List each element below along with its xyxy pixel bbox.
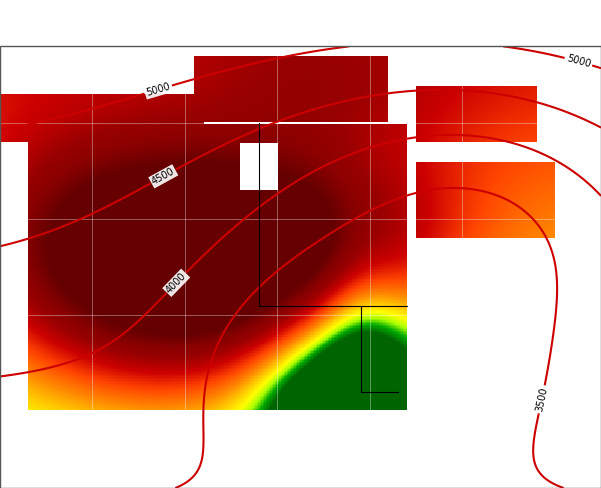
Text: 5000: 5000: [565, 54, 591, 70]
Text: 4500: 4500: [150, 166, 177, 186]
Text: Surface Temperature on Sunday 01 Dec at 10pm AEST: Surface Temperature on Sunday 01 Dec at …: [54, 17, 547, 35]
Text: Freezing level contours: Freezing level contours: [220, 32, 381, 46]
Text: 3500: 3500: [534, 386, 549, 412]
Text: 5000: 5000: [145, 81, 171, 98]
Text: 4000: 4000: [164, 270, 188, 295]
